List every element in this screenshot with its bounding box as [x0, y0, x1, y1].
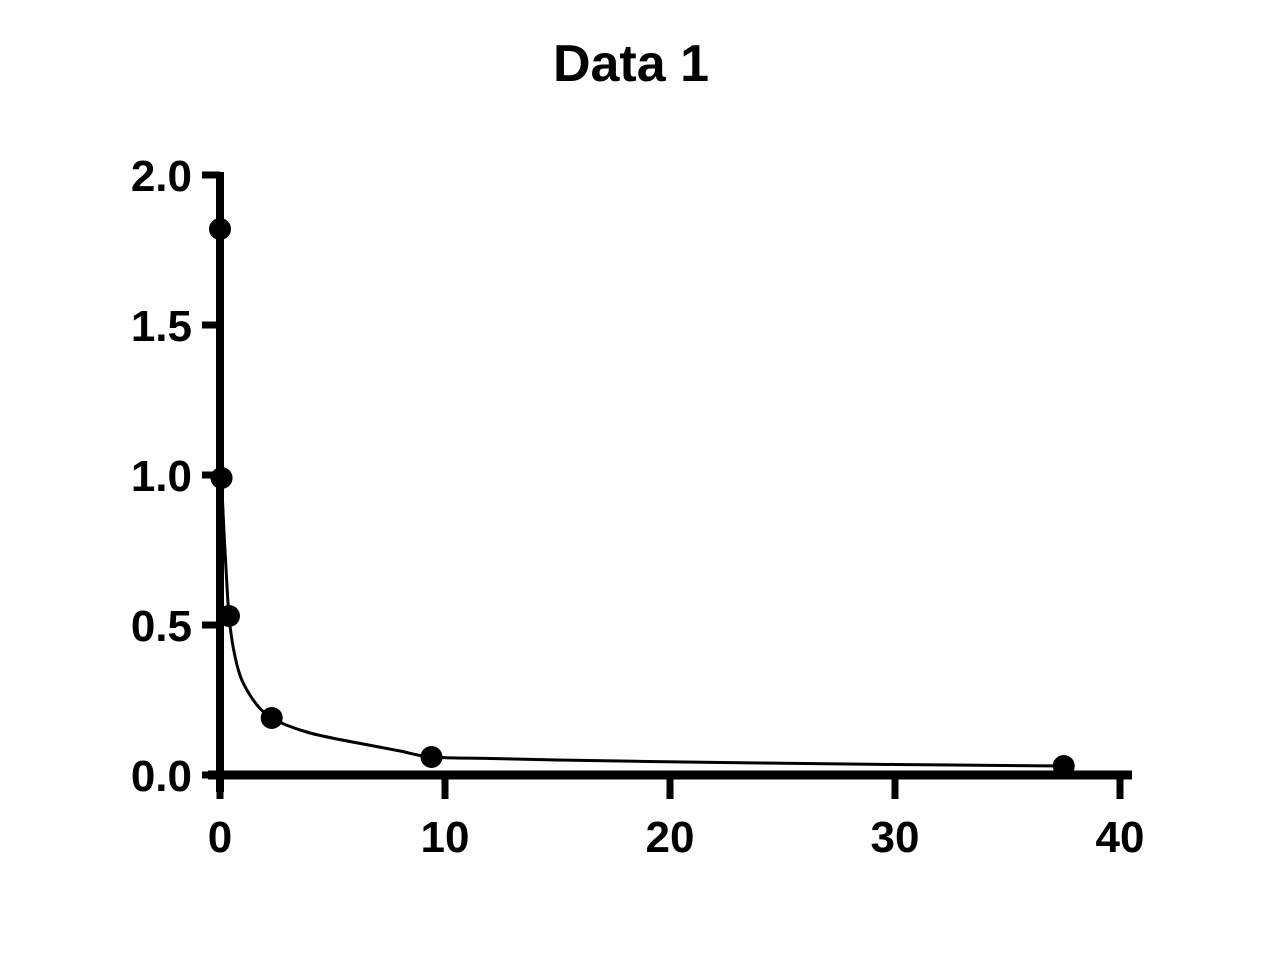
x-axis-tick-label: 30 [871, 813, 920, 862]
y-axis: 0.0 0.5 1.0 1.5 2.0 [131, 152, 224, 801]
y-axis-tick-label: 1.5 [131, 302, 192, 351]
y-axis-tick-labels: 0.0 0.5 1.0 1.5 2.0 [131, 152, 192, 801]
data-point-marker [218, 605, 240, 627]
data-point-marker [260, 707, 283, 729]
data-point-marker [420, 746, 443, 768]
data-point-marker [210, 467, 233, 489]
y-axis-tick-label: 1.0 [131, 452, 192, 501]
x-axis-tick-label: 0 [208, 813, 232, 862]
x-axis-ticks [216, 775, 1124, 799]
fit-curve-path [220, 476, 1066, 768]
chart-title: Data 1 [552, 35, 710, 93]
x-axis-tick-labels: 0 10 20 30 40 [208, 813, 1145, 862]
data-point-markers [209, 218, 1075, 777]
x-axis: 0 10 20 30 40 [208, 770, 1145, 862]
y-axis-tick-label: 0.5 [131, 602, 192, 651]
data-point-marker [209, 218, 231, 240]
x-axis-tick-label: 40 [1096, 813, 1145, 862]
y-axis-tick-label: 2.0 [131, 152, 192, 201]
x-axis-tick-label: 10 [421, 813, 470, 862]
y-axis-tick-label: 0.0 [131, 752, 192, 801]
data-point-marker [1052, 755, 1075, 777]
x-axis-tick-label: 20 [646, 813, 695, 862]
